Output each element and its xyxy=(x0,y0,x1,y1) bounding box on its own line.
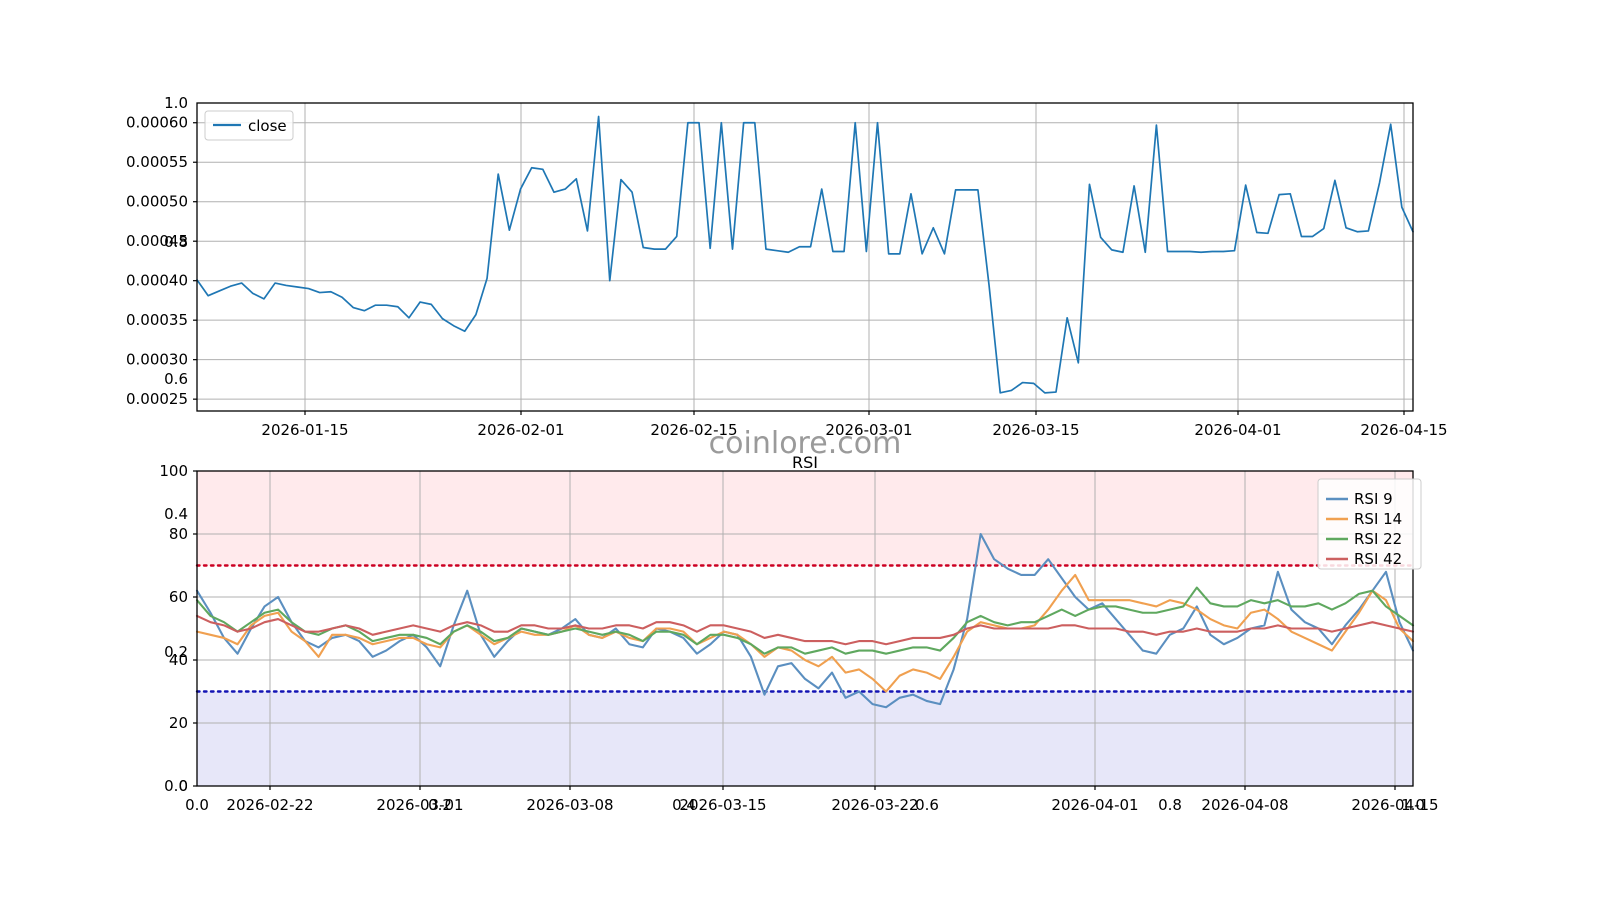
price-ytick-label: 0.00040 xyxy=(126,272,188,290)
price-xtick-label: 2026-03-15 xyxy=(992,421,1079,439)
rsi-xtick-label: 2026-03-15 xyxy=(679,796,766,814)
rsi-ghost-xtick-label: 0.2 xyxy=(428,796,452,814)
price-ytick-label: 0.00035 xyxy=(126,311,188,329)
ghost-ytick-label: 0.6 xyxy=(164,370,188,388)
price-legend-label-close: close xyxy=(248,117,287,135)
watermark-text: coinlore.com xyxy=(709,426,902,461)
price-xtick-label: 2026-02-01 xyxy=(477,421,564,439)
price-close-line xyxy=(196,115,1414,394)
rsi-xtick-label: 2026-04-08 xyxy=(1201,796,1288,814)
rsi-xtick-label: 2026-04-01 xyxy=(1051,796,1138,814)
rsi-ghost-ytick-label: 0.2 xyxy=(164,643,188,661)
rsi-legend[interactable]: RSI 9 RSI 14 RSI 22 RSI 42 xyxy=(1317,478,1422,570)
rsi-line-rsi-14 xyxy=(195,573,1415,693)
price-ytick-label: 0.00030 xyxy=(126,351,188,369)
rsi-ghost-ytick-label: 0.0 xyxy=(164,777,188,795)
rsi-ytick-label: 80 xyxy=(169,525,188,543)
watermark-group: coinlore.com xyxy=(709,426,902,461)
rsi-ghost-xtick-label: 0.4 xyxy=(672,796,696,814)
rsi-ghost-xtick-label: 0.8 xyxy=(1158,796,1182,814)
price-xtick-label: 2026-01-15 xyxy=(261,421,348,439)
rsi-xtick-label: 2026-03-01 xyxy=(376,796,463,814)
rsi-line-rsi-42 xyxy=(195,614,1415,646)
rsi-ytick-label: 100 xyxy=(159,462,188,480)
rsi-xtick-label: 2026-02-22 xyxy=(226,796,313,814)
price-xtick-label: 2026-04-15 xyxy=(1360,421,1447,439)
price-xtick-label: 2026-03-01 xyxy=(825,421,912,439)
rsi-ghost-xtick-label: 1.0 xyxy=(1401,796,1425,814)
rsi-legend-label-3: RSI 22 xyxy=(1354,530,1402,548)
price-chart-panel: 0.00025 0.00030 0.00035 0.00040 0.00045 0.000… xyxy=(126,94,1448,439)
rsi-legend-label-4: RSI 42 xyxy=(1354,550,1402,568)
rsi-xtick-label: 2026-04-15 xyxy=(1351,796,1438,814)
price-xtick-label: 2026-02-15 xyxy=(650,421,737,439)
price-ytick-label: 0.00045 xyxy=(126,232,188,250)
price-ytick-label: 0.00060 xyxy=(126,114,188,132)
rsi-ytick-label: 0 xyxy=(178,777,188,795)
rsi-oversold-band xyxy=(197,691,1413,786)
ghost-ytick-label: 1.0 xyxy=(164,94,188,112)
rsi-ghost-ytick-label: 0.4 xyxy=(164,505,188,523)
rsi-legend-label-2: RSI 14 xyxy=(1354,510,1402,528)
rsi-ytick-label: 20 xyxy=(169,714,188,732)
rsi-chart-panel: 0 20 40 60 80 100 2026-02-22 2026-03-01 2026-03-… xyxy=(159,453,1438,814)
ghost-ytick-label: 0.8 xyxy=(164,233,188,251)
rsi-xtick-label: 2026-03-22 xyxy=(831,796,918,814)
price-ytick-label: 0.00050 xyxy=(126,193,188,211)
rsi-legend-box xyxy=(1317,478,1422,570)
price-legend[interactable]: close xyxy=(204,110,294,141)
rsi-xtick-label: 2026-03-08 xyxy=(526,796,613,814)
rsi-ghost-xtick-label: 0.6 xyxy=(915,796,939,814)
price-ytick-label: 0.00055 xyxy=(126,153,188,171)
price-legend-box xyxy=(204,110,294,141)
rsi-legend-label-1: RSI 9 xyxy=(1354,490,1393,508)
rsi-axes-frame xyxy=(196,470,1414,787)
rsi-title: RSI xyxy=(792,453,818,472)
rsi-ytick-label: 60 xyxy=(169,588,188,606)
rsi-line-rsi-9 xyxy=(195,532,1415,709)
price-xtick-label: 2026-04-01 xyxy=(1194,421,1281,439)
rsi-line-rsi-22 xyxy=(195,586,1415,655)
rsi-overbought-band xyxy=(197,471,1413,566)
rsi-ytick-label: 40 xyxy=(169,651,188,669)
rsi-ghost-xtick-label: 0.0 xyxy=(185,796,209,814)
price-axes-frame xyxy=(196,102,1414,412)
price-ytick-label: 0.00025 xyxy=(126,390,188,408)
